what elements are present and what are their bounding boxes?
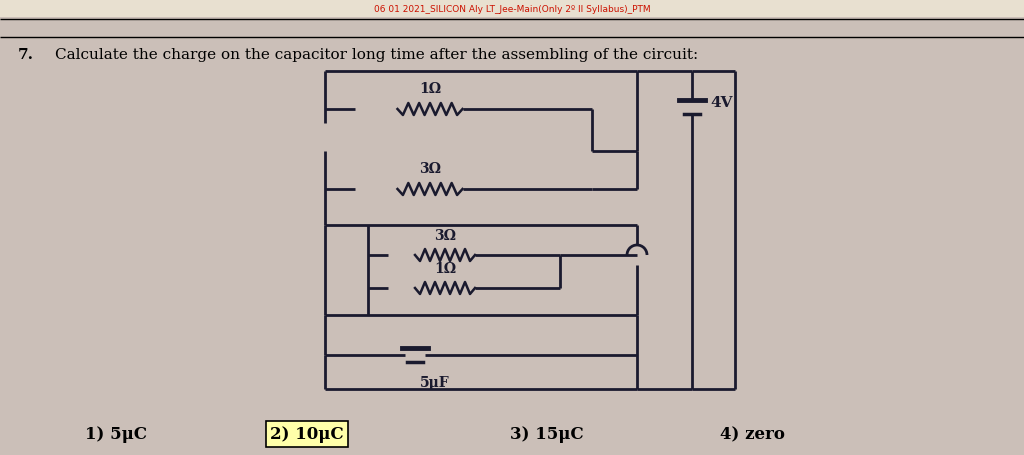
Bar: [0, 0, 1024, 18]
Text: Calculate the charge on the capacitor long time after the assembling of the circ: Calculate the charge on the capacitor lo…: [55, 48, 698, 62]
Text: 3Ω: 3Ω: [419, 162, 441, 176]
Text: 4V: 4V: [710, 96, 732, 110]
Text: 3) 15μC: 3) 15μC: [510, 425, 584, 443]
Text: 4) zero: 4) zero: [720, 425, 784, 443]
Text: 1) 5μC: 1) 5μC: [85, 425, 147, 443]
Text: 5μF: 5μF: [420, 375, 450, 389]
Text: 7.: 7.: [18, 48, 34, 62]
Text: 1Ω: 1Ω: [419, 82, 441, 96]
Text: 3Ω: 3Ω: [434, 228, 456, 243]
Text: 2) 10μC: 2) 10μC: [270, 425, 344, 443]
Text: 1Ω: 1Ω: [434, 262, 456, 275]
Text: 06 01 2021_SILICON Aly LT_Jee-Main(Only 2º II Syllabus)_PTM: 06 01 2021_SILICON Aly LT_Jee-Main(Only …: [374, 5, 650, 14]
